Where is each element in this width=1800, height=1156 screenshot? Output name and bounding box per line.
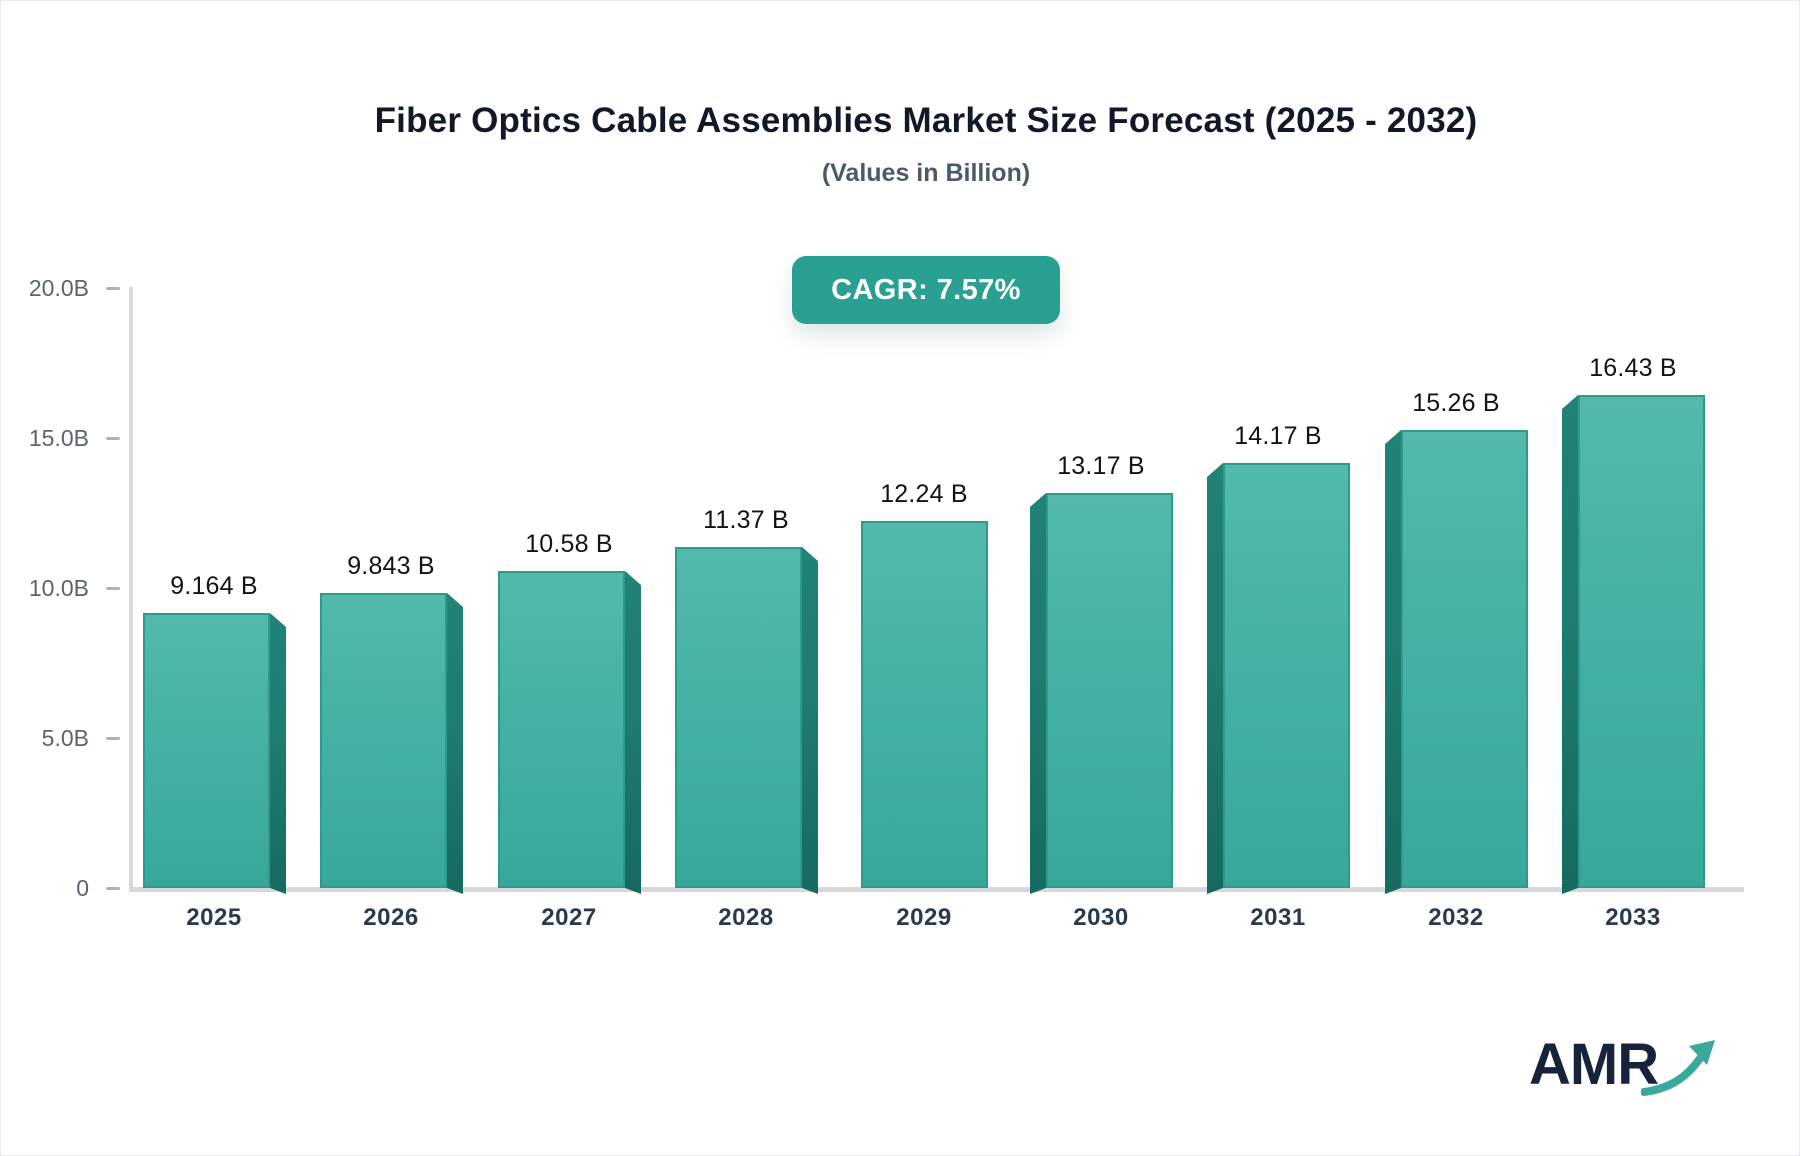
bar-2031 xyxy=(1207,463,1350,894)
bar-value-label-2028: 11.37 B xyxy=(703,506,789,534)
brand-logo-text: AMR xyxy=(1529,1032,1659,1097)
y-tick-mark xyxy=(106,737,120,740)
y-tick-label: 20.0B xyxy=(28,275,89,301)
bar-value-label-2026: 9.843 B xyxy=(347,552,435,580)
bar-side-face xyxy=(625,571,641,894)
bar-value-label-2029: 12.24 B xyxy=(880,480,968,508)
bar-front-face xyxy=(320,593,447,888)
bar-side-face xyxy=(1385,430,1401,894)
y-tick-mark xyxy=(106,587,120,590)
x-axis-label-2032: 2032 xyxy=(1428,904,1484,931)
x-axis-label-2029: 2029 xyxy=(896,904,952,931)
bar-side-face xyxy=(1207,463,1223,894)
bar-2028 xyxy=(675,547,818,894)
chart-subtitle: (Values in Billion) xyxy=(821,159,1031,187)
bar-front-face xyxy=(1401,430,1528,888)
bar-2025 xyxy=(143,613,286,894)
bar-side-face xyxy=(447,593,463,894)
bar-2033 xyxy=(1562,395,1705,894)
bar-side-face xyxy=(270,613,286,894)
x-axis-label-2031: 2031 xyxy=(1250,904,1306,931)
bar-2032 xyxy=(1385,430,1528,894)
bar-value-label-2030: 13.17 B xyxy=(1057,452,1145,480)
y-tick-label: 10.0B xyxy=(28,575,89,601)
x-axis-label-2028: 2028 xyxy=(718,904,774,931)
bar-front-face xyxy=(861,521,988,888)
bar-front-face xyxy=(1223,463,1350,888)
x-axis-label-2030: 2030 xyxy=(1073,904,1129,931)
bar-2026 xyxy=(320,593,463,894)
x-axis-label-2033: 2033 xyxy=(1605,904,1661,931)
bar-front-face xyxy=(1578,395,1705,888)
bar-front-face xyxy=(143,613,270,888)
y-tick-label: 0 xyxy=(76,875,89,901)
bar-value-label-2033: 16.43 B xyxy=(1589,354,1677,382)
y-tick-mark xyxy=(106,437,120,440)
bar-value-label-2031: 14.17 B xyxy=(1234,422,1322,450)
bar-2029 xyxy=(861,521,988,888)
bar-value-label-2027: 10.58 B xyxy=(525,530,613,558)
y-axis-line xyxy=(129,287,133,889)
brand-logo: AMR xyxy=(1529,1031,1729,1115)
bar-front-face xyxy=(498,571,625,888)
bar-2027 xyxy=(498,571,641,894)
x-axis-label-2025: 2025 xyxy=(186,904,242,931)
bar-value-label-2025: 9.164 B xyxy=(170,572,258,600)
cagr-badge-label: CAGR: 7.57% xyxy=(831,273,1021,306)
bar-front-face xyxy=(675,547,802,888)
x-axis-label-2027: 2027 xyxy=(541,904,597,931)
bar-value-label-2032: 15.26 B xyxy=(1412,389,1500,417)
x-axis-line xyxy=(129,887,1744,892)
y-tick-label: 15.0B xyxy=(28,425,89,451)
y-tick-mark xyxy=(106,287,120,290)
bar-2030 xyxy=(1030,493,1173,894)
cagr-badge: CAGR: 7.57% xyxy=(792,256,1060,324)
growth-arrow-icon xyxy=(1641,1040,1715,1096)
y-tick-label: 5.0B xyxy=(41,725,89,751)
bar-side-face xyxy=(802,547,818,894)
chart-title: Fiber Optics Cable Assemblies Market Siz… xyxy=(374,101,1478,140)
x-axis-label-2026: 2026 xyxy=(363,904,419,931)
bar-side-face xyxy=(1562,395,1578,894)
y-tick-mark xyxy=(106,887,120,890)
bar-front-face xyxy=(1046,493,1173,888)
bar-side-face xyxy=(1030,493,1046,894)
